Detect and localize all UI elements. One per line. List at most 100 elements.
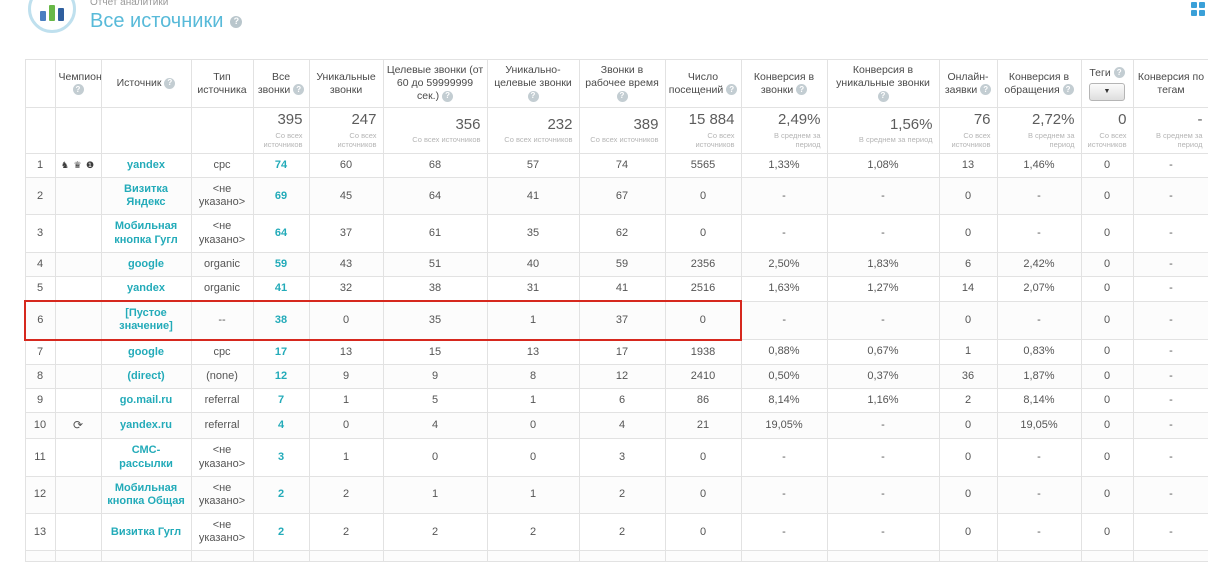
column-header-work_calls[interactable]: Звонки в рабочее время ? [578,58,666,109]
source-link[interactable]: Мобильная кнопка Гугл [114,220,178,246]
column-header-unique_target_calls[interactable]: Уникально-целевые звонки ? [486,58,580,109]
summary-row: 395 Со всех источников 247 Со всех источник… [24,107,1208,154]
cell-source: [Пустое значение] [100,300,192,341]
page-header: Отчет аналитики Все источники ? [0,0,1208,59]
cell-type: referral [190,387,254,414]
cell-conv_appeals: 2,42% [996,251,1082,278]
source-link[interactable]: yandex [127,158,165,171]
cell-champions: ⟳ [54,412,102,440]
column-header-conv_tags[interactable]: Конверсия по тегам [1132,58,1208,109]
column-header-online[interactable]: Онлайн-заявки ? [938,58,998,109]
help-icon[interactable]: ? [72,84,84,96]
cell-target_calls [382,550,488,562]
cell-source [100,550,192,562]
all-calls-link[interactable]: 12 [274,369,288,382]
help-icon[interactable]: ? [527,90,539,102]
source-link[interactable]: google [127,345,165,358]
source-link[interactable]: Визитка Яндекс [124,183,168,209]
all-calls-link[interactable]: 7 [277,393,285,406]
source-link[interactable]: Мобильная кнопка Общая [107,481,185,507]
help-icon[interactable]: ? [980,84,992,96]
cell-conv_tags: - [1132,214,1208,253]
column-header-conv_unique[interactable]: Конверсия в уникальные звонки ? [826,58,940,109]
cell-target_calls: 68 [382,152,488,179]
column-header-conv_appeals[interactable]: Конверсия в обращения ? [996,58,1082,109]
cell-conv_unique: - [826,438,940,477]
summary-conv_calls: 2,49% В среднем за период [740,107,828,154]
all-calls-link[interactable]: 59 [274,257,288,270]
cell-conv_appeals: - [996,300,1082,341]
column-header-all_calls[interactable]: Все звонки ? [252,58,310,109]
help-icon[interactable]: ? [1062,84,1074,96]
all-calls-link[interactable]: 38 [274,313,288,326]
cell-type: (none) [190,363,254,389]
cell-num: 3 [24,214,56,253]
column-header-source[interactable]: Источник ? [100,58,192,109]
source-link[interactable]: (direct) [127,369,165,382]
column-label: Уникально-целевые звонки ? [494,64,572,102]
source-link[interactable]: Визитка Гугл [110,525,182,538]
cell-target_calls: 5 [382,387,488,414]
table-row [24,550,1208,562]
source-link[interactable]: go.mail.ru [119,393,173,406]
source-link[interactable]: СМС-рассылки [119,444,173,470]
cell-target_calls: 1 [382,475,488,515]
apps-grid-icon[interactable] [1191,2,1205,16]
cell-tags: 0 [1080,438,1134,477]
cell-all_calls: 59 [252,251,310,278]
cell-conv_calls: 1,63% [740,276,828,302]
cell-unique_calls [308,550,384,562]
column-header-num[interactable] [24,58,56,109]
cell-all_calls: 2 [252,513,310,552]
source-link[interactable]: yandex.ru [120,419,172,432]
help-icon[interactable]: ? [442,90,454,102]
all-calls-link[interactable]: 4 [277,419,285,432]
sources-table: Чемпионы ? Источник ? Тип источника Все зво… [24,58,1208,562]
cell-num: 4 [24,251,56,278]
help-icon[interactable]: ? [164,77,176,89]
source-link[interactable]: [Пустое значение] [119,307,173,333]
cell-conv_calls: - [740,475,828,515]
all-calls-link[interactable]: 69 [274,189,288,202]
help-icon[interactable]: ? [796,84,808,96]
all-calls-link[interactable]: 3 [277,450,285,463]
column-header-unique_calls[interactable]: Уникальные звонки [308,58,384,109]
help-icon[interactable]: ? [1113,67,1125,79]
column-header-tags[interactable]: Теги ? ▼ [1080,58,1134,109]
table-row: 9 go.mail.ru referral 7 1 5 1 6 86 8,14% 1,16% 2 8,1… [24,387,1208,414]
help-icon[interactable]: ? [877,90,889,102]
cell-visits: 86 [664,387,742,414]
all-calls-link[interactable]: 17 [274,345,288,358]
all-calls-link[interactable]: 41 [274,282,288,294]
cell-champions [54,513,102,552]
source-link[interactable]: google [127,257,165,270]
refresh-icon[interactable]: ⟳ [72,418,84,433]
cell-conv_unique: - [826,513,940,552]
all-calls-link[interactable]: 64 [274,227,288,240]
help-icon[interactable]: ? [726,84,738,96]
cell-all_calls: 4 [252,412,310,440]
cell-conv_appeals: 0,83% [996,339,1082,365]
column-header-conv_calls[interactable]: Конверсия в звонки ? [740,58,828,109]
column-header-type[interactable]: Тип источника [190,58,254,109]
source-link[interactable]: yandex [127,282,165,294]
title-help-icon[interactable]: ? [230,15,243,28]
table-row: 13 Визитка Гугл <не указано> 2 2 2 2 2 0- -0-0- [24,513,1208,552]
cell-type: organic [190,251,254,278]
help-icon[interactable]: ? [293,84,305,96]
column-header-visits[interactable]: Число посещений ? [664,58,742,109]
tags-filter-dropdown-button[interactable]: ▼ [1089,82,1125,101]
help-icon[interactable]: ? [616,90,628,102]
cell-type: <не указано> [190,475,254,515]
cell-unique_calls: 9 [308,363,384,389]
cell-all_calls: 38 [252,300,310,341]
cell-work_calls: 74 [578,152,666,179]
cell-work_calls: 59 [578,251,666,278]
column-header-champions[interactable]: Чемпионы ? [54,58,102,109]
all-calls-link[interactable]: 74 [274,158,288,171]
all-calls-link[interactable]: 2 [277,525,285,538]
column-header-target_calls[interactable]: Целевые звонки (от 60 до 59999999 сек.) … [382,58,488,109]
cell-type [190,550,254,562]
all-calls-link[interactable]: 2 [277,488,285,501]
